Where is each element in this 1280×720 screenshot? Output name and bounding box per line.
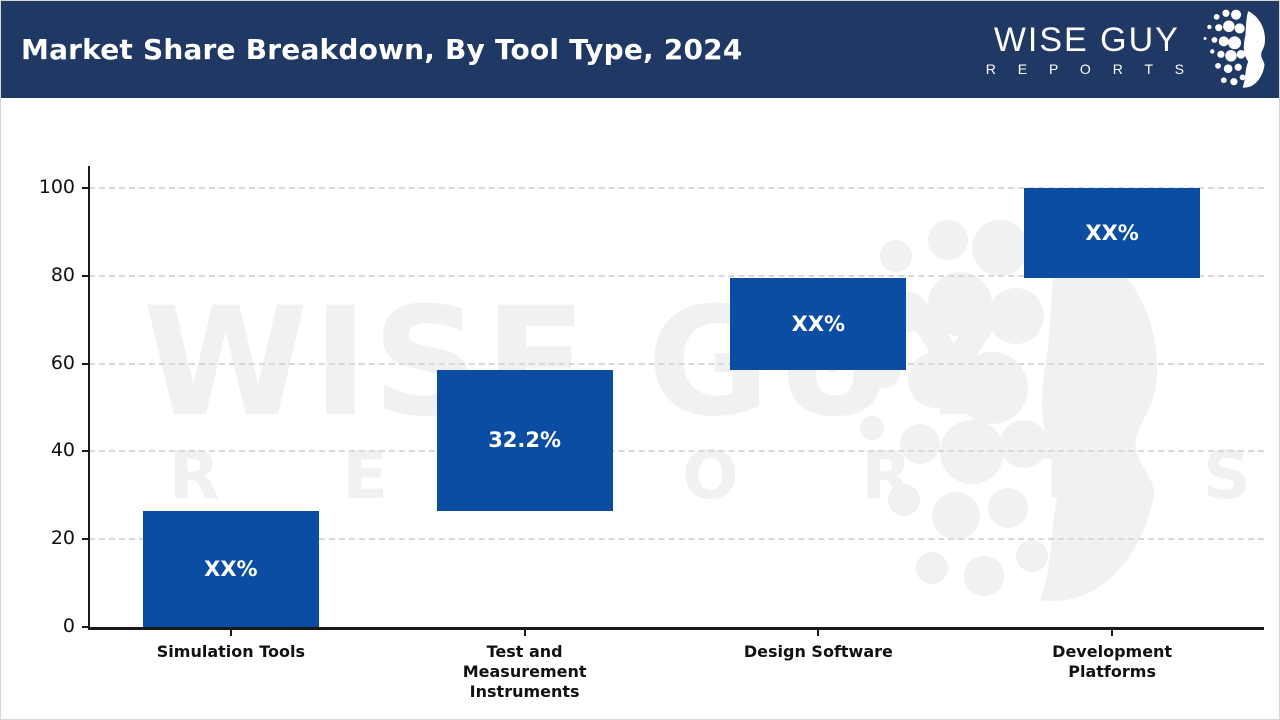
bar-segment: XX% bbox=[142, 511, 319, 627]
bar-value-label: XX% bbox=[1085, 220, 1139, 245]
gridline bbox=[89, 538, 1264, 541]
bar-segment: XX% bbox=[730, 277, 907, 370]
y-tick-label: 100 bbox=[38, 176, 75, 198]
x-tick-mark bbox=[1111, 630, 1114, 636]
y-tick-mark bbox=[82, 187, 89, 189]
logo-subtitle: R E P O R T S bbox=[985, 61, 1193, 77]
bar-value-label: XX% bbox=[204, 557, 258, 582]
y-tick-label: 80 bbox=[50, 263, 75, 286]
logo-text: WISE GUY R E P O R T S bbox=[981, 23, 1193, 76]
bar-value-label: 32.2% bbox=[488, 428, 562, 453]
y-tick-mark bbox=[82, 626, 89, 628]
bar-value-label: XX% bbox=[791, 311, 846, 336]
y-axis bbox=[88, 166, 90, 629]
y-tick-mark bbox=[82, 274, 89, 277]
x-tick-mark bbox=[229, 630, 232, 636]
x-category-label: Design Software bbox=[743, 642, 893, 661]
y-tick-label: 60 bbox=[50, 351, 75, 374]
wise-guy-reports-logo: WISE GUY R E P O R T S bbox=[981, 8, 1267, 92]
gridline bbox=[89, 450, 1264, 453]
bar-segment: XX% bbox=[1024, 188, 1201, 278]
watermark-dotted-head bbox=[824, 220, 1158, 602]
y-tick-label: 0 bbox=[62, 615, 75, 637]
bar-segment: 32.2% bbox=[436, 369, 613, 512]
x-category-label: Simulation Tools bbox=[156, 642, 305, 661]
gridline bbox=[89, 187, 1264, 189]
x-axis bbox=[88, 627, 1264, 630]
logo-wordmark: WISE GUY bbox=[993, 21, 1180, 59]
dotted-head-icon bbox=[1203, 9, 1266, 88]
x-category-label: Development Platforms bbox=[1052, 642, 1173, 681]
gridline bbox=[89, 362, 1264, 365]
y-tick-label: 20 bbox=[50, 527, 75, 550]
header-bar: Market Share Breakdown, By Tool Type, 20… bbox=[1, 1, 1279, 98]
x-tick-mark bbox=[817, 630, 820, 636]
y-tick-mark bbox=[82, 538, 89, 541]
gridline bbox=[89, 274, 1264, 277]
y-tick-mark bbox=[82, 362, 89, 365]
x-category-label: Test and Measurement Instruments bbox=[462, 642, 587, 701]
y-tick-mark bbox=[82, 450, 89, 453]
x-tick-mark bbox=[523, 630, 526, 636]
y-tick-label: 40 bbox=[50, 439, 75, 462]
page-title: Market Share Breakdown, By Tool Type, 20… bbox=[21, 33, 743, 66]
